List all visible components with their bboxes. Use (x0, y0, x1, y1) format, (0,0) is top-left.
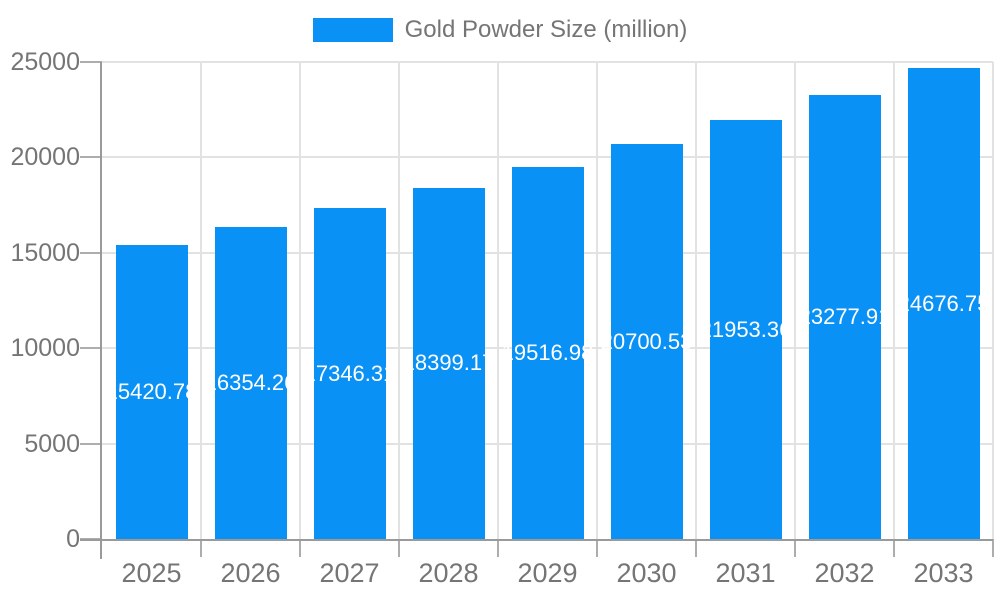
bar-value-label: 18399.17 (402, 350, 495, 376)
x-tick-label: 2029 (517, 558, 578, 588)
bar (610, 144, 683, 539)
v-gridline (596, 62, 598, 539)
bar (907, 68, 980, 539)
bar (313, 208, 386, 539)
y-tick-label: 10000 (10, 334, 80, 363)
x-tick-mark (596, 539, 598, 557)
y-axis-line (100, 62, 102, 559)
bar-value-label: 16354.26 (204, 369, 297, 395)
x-tick-mark (893, 539, 895, 557)
v-gridline (695, 62, 697, 539)
y-tick-label: 5000 (24, 429, 80, 458)
x-tick-label: 2032 (814, 558, 875, 588)
x-tick-label: 2028 (418, 558, 479, 588)
v-gridline (200, 62, 202, 539)
h-gridline (102, 156, 993, 159)
x-tick-mark (200, 539, 202, 557)
bar-value-label: 19516.98 (501, 339, 594, 365)
v-gridline (497, 62, 499, 539)
legend-label: Gold Powder Size (million) (404, 16, 688, 43)
bar (511, 166, 584, 539)
v-gridline (398, 62, 400, 539)
h-gridline (102, 61, 993, 63)
v-gridline (992, 62, 994, 539)
y-tick-mark (80, 251, 102, 254)
y-tick-label: 25000 (10, 48, 80, 76)
x-tick-label: 2031 (715, 558, 776, 588)
y-tick-mark (80, 156, 102, 159)
x-tick-mark (398, 539, 400, 557)
bar (214, 226, 287, 539)
bar (412, 187, 485, 539)
v-gridline (893, 62, 895, 539)
bar-value-label: 17346.31 (303, 360, 396, 386)
y-tick-mark (80, 442, 102, 445)
bar-value-label: 24676.75 (897, 290, 990, 316)
v-gridline (299, 62, 301, 539)
v-gridline (794, 62, 796, 539)
legend[interactable]: Gold Powder Size (million) (0, 16, 1000, 44)
x-axis-line (80, 539, 993, 541)
x-tick-mark (497, 539, 499, 557)
y-tick-label: 15000 (10, 238, 80, 267)
y-tick-label: 20000 (10, 143, 80, 172)
x-tick-label: 2027 (319, 558, 380, 588)
bar-value-label: 23277.91 (798, 303, 891, 329)
bar (115, 244, 188, 539)
x-tick-mark (992, 539, 994, 557)
bar-value-label: 20700.53 (600, 328, 693, 354)
x-tick-label: 2030 (616, 558, 677, 588)
y-tick-mark (80, 61, 102, 63)
bar-value-label: 21953.36 (699, 316, 792, 342)
bar-value-label: 15420.78 (105, 378, 198, 404)
x-tick-mark (299, 539, 301, 557)
x-tick-mark (794, 539, 796, 557)
plot-area: 15420.78 16354.26 17346.31 18399.17 19516.98… (80, 61, 994, 557)
bar (808, 94, 881, 539)
x-tick-label: 2025 (121, 558, 182, 588)
x-tick-mark (695, 539, 697, 557)
x-tick-label: 2033 (913, 558, 974, 588)
y-tick-label: 0 (66, 525, 80, 553)
legend-color-swatch (312, 18, 393, 42)
y-tick-mark (80, 347, 102, 350)
x-tick-label: 2026 (220, 558, 281, 588)
bar (709, 120, 782, 539)
